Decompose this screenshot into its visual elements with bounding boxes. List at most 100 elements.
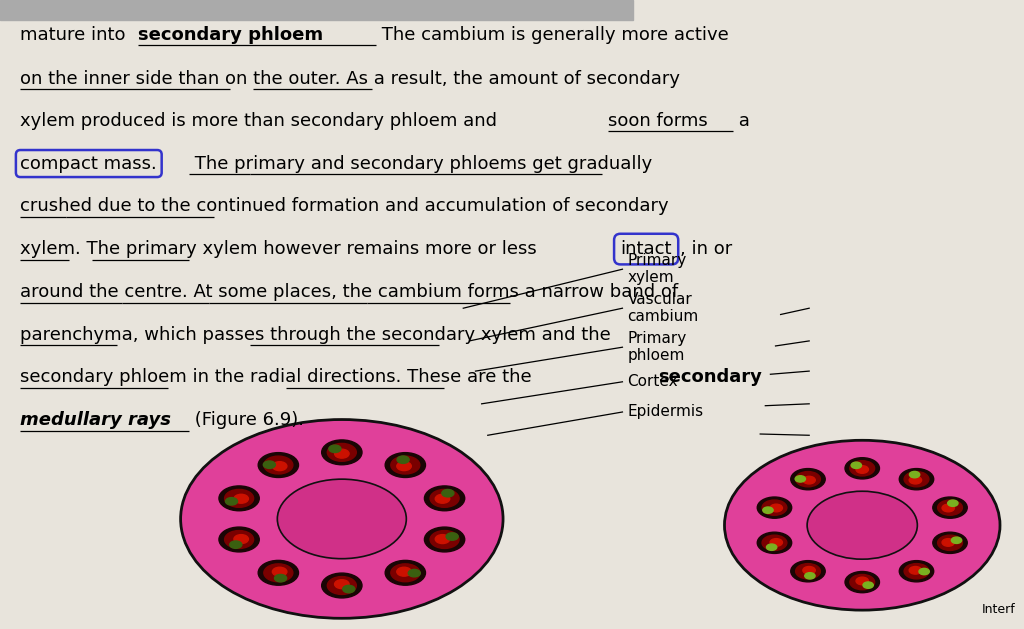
Circle shape: [770, 538, 782, 546]
Text: Vascular
cambium: Vascular cambium: [628, 292, 698, 325]
Circle shape: [938, 535, 963, 550]
Circle shape: [396, 567, 412, 576]
Text: mature into: mature into: [20, 26, 132, 43]
Circle shape: [435, 494, 450, 503]
Circle shape: [219, 527, 259, 552]
Circle shape: [933, 497, 968, 518]
Circle shape: [322, 440, 362, 465]
Circle shape: [850, 574, 874, 590]
Circle shape: [909, 471, 920, 478]
Circle shape: [803, 476, 815, 484]
Circle shape: [264, 564, 293, 582]
Text: compact mass.: compact mass.: [20, 155, 157, 172]
Circle shape: [933, 532, 968, 554]
Text: around the centre. At some places, the cambium forms a narrow band of: around the centre. At some places, the c…: [20, 283, 679, 301]
Text: The cambium is generally more active: The cambium is generally more active: [376, 26, 728, 43]
Circle shape: [343, 586, 354, 593]
Text: xylem. The primary xylem however remains more or less: xylem. The primary xylem however remains…: [20, 240, 543, 258]
Circle shape: [272, 567, 287, 576]
Text: Primary
xylem: Primary xylem: [628, 253, 687, 286]
Circle shape: [938, 500, 963, 515]
Circle shape: [328, 443, 356, 461]
Text: secondary phloem in the radial directions. These are the: secondary phloem in the radial direction…: [20, 369, 538, 386]
Circle shape: [272, 462, 287, 470]
Circle shape: [219, 486, 259, 511]
Circle shape: [805, 572, 815, 579]
Circle shape: [807, 491, 918, 559]
Text: medullary rays: medullary rays: [20, 411, 171, 429]
Circle shape: [424, 527, 465, 552]
Circle shape: [435, 535, 450, 543]
Circle shape: [856, 465, 868, 473]
Circle shape: [899, 469, 934, 490]
Circle shape: [791, 469, 825, 490]
Circle shape: [391, 564, 420, 582]
Circle shape: [942, 538, 954, 546]
Circle shape: [757, 532, 792, 554]
Text: crushed due to the continued formation and accumulation of secondary: crushed due to the continued formation a…: [20, 198, 669, 215]
Circle shape: [233, 535, 249, 543]
Circle shape: [851, 462, 861, 469]
Circle shape: [430, 530, 459, 548]
Text: intact: intact: [621, 240, 672, 258]
Text: (Figure 6.9).: (Figure 6.9).: [188, 411, 304, 429]
Circle shape: [947, 500, 958, 506]
Circle shape: [763, 507, 773, 513]
Circle shape: [919, 569, 930, 575]
Circle shape: [278, 479, 407, 559]
Text: xylem produced is more than secondary phloem and: xylem produced is more than secondary ph…: [20, 112, 503, 130]
Text: secondary: secondary: [658, 369, 762, 386]
Text: Cortex: Cortex: [628, 374, 678, 389]
Text: Epidermis: Epidermis: [628, 404, 703, 420]
Circle shape: [850, 460, 874, 476]
Circle shape: [224, 489, 254, 508]
Text: The primary and secondary phloems get gradually: The primary and secondary phloems get gr…: [188, 155, 652, 172]
Circle shape: [233, 494, 249, 503]
Text: Primary
phloem: Primary phloem: [628, 331, 687, 364]
Circle shape: [762, 535, 786, 550]
Circle shape: [258, 560, 299, 585]
Circle shape: [904, 564, 929, 579]
Circle shape: [770, 504, 782, 512]
Circle shape: [845, 572, 880, 593]
Text: a: a: [732, 112, 750, 130]
Circle shape: [757, 497, 792, 518]
Circle shape: [264, 456, 293, 474]
Circle shape: [335, 449, 349, 458]
Bar: [0, 0, 633, 20]
Circle shape: [397, 456, 410, 464]
Text: parenchyma, which passes through the secondary xylem and the: parenchyma, which passes through the sec…: [20, 326, 611, 343]
Circle shape: [274, 574, 287, 582]
Circle shape: [796, 472, 820, 487]
Circle shape: [796, 476, 806, 482]
Circle shape: [942, 504, 954, 512]
Text: on the inner side than on the outer. As a result, the amount of secondary: on the inner side than on the outer. As …: [20, 70, 680, 87]
Circle shape: [180, 420, 503, 618]
Circle shape: [225, 498, 238, 505]
Circle shape: [856, 577, 868, 585]
Circle shape: [409, 569, 421, 577]
Circle shape: [441, 489, 454, 497]
Circle shape: [396, 462, 412, 470]
Circle shape: [762, 500, 786, 515]
Circle shape: [767, 544, 777, 550]
Text: soon forms: soon forms: [608, 112, 708, 130]
Circle shape: [803, 567, 815, 574]
Circle shape: [909, 476, 922, 484]
Circle shape: [446, 533, 458, 540]
Circle shape: [863, 582, 873, 588]
Circle shape: [909, 567, 922, 574]
Circle shape: [904, 472, 929, 487]
Text: , in or: , in or: [680, 240, 732, 258]
Text: Interf: Interf: [982, 603, 1016, 616]
Circle shape: [385, 560, 426, 585]
Circle shape: [322, 573, 362, 598]
Circle shape: [391, 456, 420, 474]
Text: secondary phloem: secondary phloem: [138, 26, 323, 43]
Circle shape: [385, 453, 426, 477]
Circle shape: [951, 537, 962, 543]
Circle shape: [335, 580, 349, 589]
Circle shape: [725, 440, 1000, 610]
Circle shape: [430, 489, 459, 508]
Circle shape: [424, 486, 465, 511]
